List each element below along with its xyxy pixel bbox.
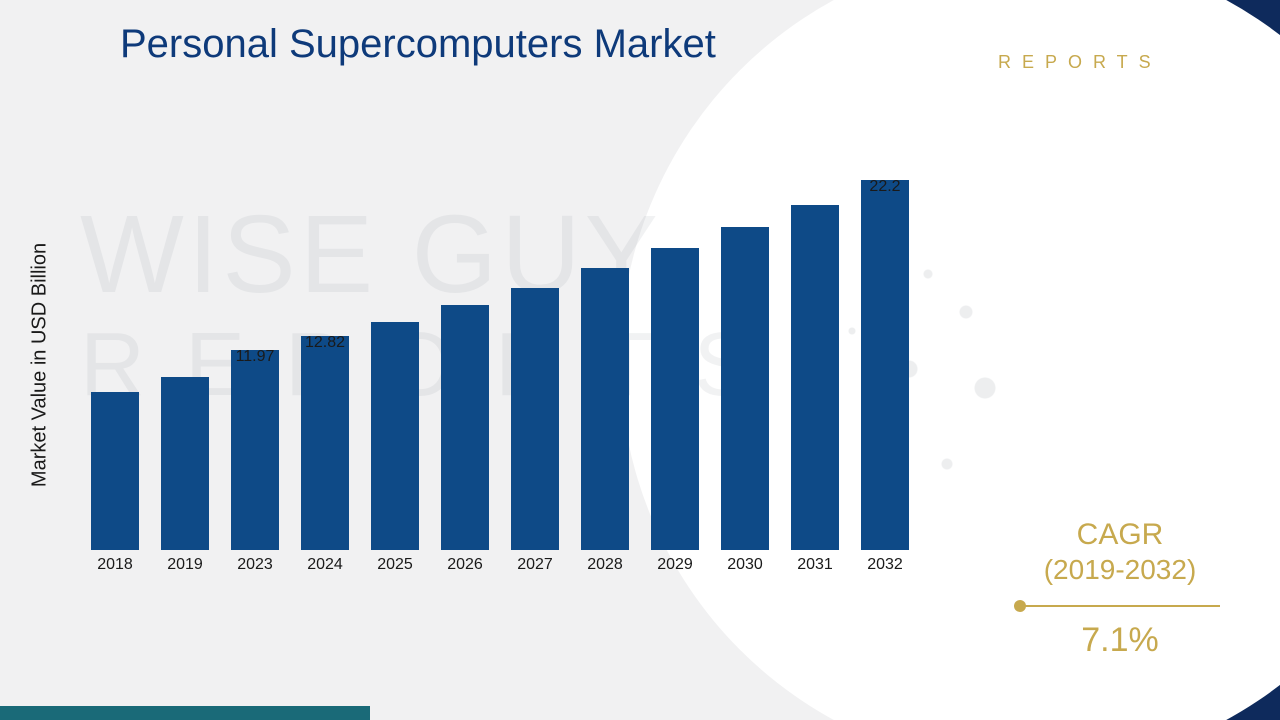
bar: [371, 322, 419, 550]
logo-bottom-text: REPORTS: [998, 50, 1174, 75]
x-tick: 2030: [720, 550, 770, 580]
bar: [721, 227, 769, 550]
bottom-accent-bar: [0, 706, 370, 720]
bar-col: [720, 227, 770, 550]
bar-col: [440, 305, 490, 550]
cagr-block: CAGR (2019-2032) 7.1%: [990, 517, 1250, 660]
plot-area: 11.97 12.82 22.2: [90, 150, 910, 550]
x-tick: 2026: [440, 550, 490, 580]
x-tick: 2024: [300, 550, 350, 580]
bars-container: 11.97 12.82 22.2: [90, 150, 910, 550]
bar-col: [90, 392, 140, 550]
bar-col: [650, 248, 700, 550]
bar-chart: Market Value in USD Billion 11.9712.8222…: [50, 150, 910, 580]
x-tick: 2023: [230, 550, 280, 580]
bar-col: [580, 268, 630, 550]
bar-col: 12.82: [300, 336, 350, 550]
logo: WISE GUY REPORTS: [998, 18, 1262, 108]
bar-col: [160, 377, 210, 550]
bar: [581, 268, 629, 550]
bar-col: [370, 322, 420, 550]
bar: [301, 336, 349, 550]
cagr-divider: [1020, 605, 1220, 607]
bar: [441, 305, 489, 550]
bar: [231, 350, 279, 550]
bar-col: 22.2: [860, 180, 910, 550]
x-tick: 2025: [370, 550, 420, 580]
bar-col: [790, 205, 840, 550]
bar-value-label: 11.97: [236, 348, 275, 352]
logo-head-icon: [1182, 18, 1262, 108]
bar: [651, 248, 699, 550]
bar: [511, 288, 559, 550]
bar: [861, 180, 909, 550]
cagr-title: CAGR: [990, 517, 1250, 553]
x-tick: 2018: [90, 550, 140, 580]
x-axis: 2018 2019 2023 2024 2025 2026 2027 2028 2029 2030…: [90, 550, 910, 580]
x-tick: 2028: [580, 550, 630, 580]
cagr-years: (2019-2032): [990, 553, 1250, 587]
bar-value-label: 22.2: [869, 178, 900, 182]
bar-value-label: 12.82: [305, 334, 345, 338]
bar: [91, 392, 139, 550]
x-tick: 2029: [650, 550, 700, 580]
x-tick: 2032: [860, 550, 910, 580]
bar-col: [510, 288, 560, 550]
x-tick: 2027: [510, 550, 560, 580]
logo-top-text: WISE GUY: [998, 18, 1174, 50]
chart-title: Personal Supercomputers Market: [120, 22, 716, 67]
y-axis-label: Market Value in USD Billion: [29, 243, 52, 487]
cagr-value: 7.1%: [990, 621, 1250, 660]
x-tick: 2019: [160, 550, 210, 580]
bar: [791, 205, 839, 550]
bar-col: 11.97: [230, 350, 280, 550]
bar: [161, 377, 209, 550]
x-tick: 2031: [790, 550, 840, 580]
